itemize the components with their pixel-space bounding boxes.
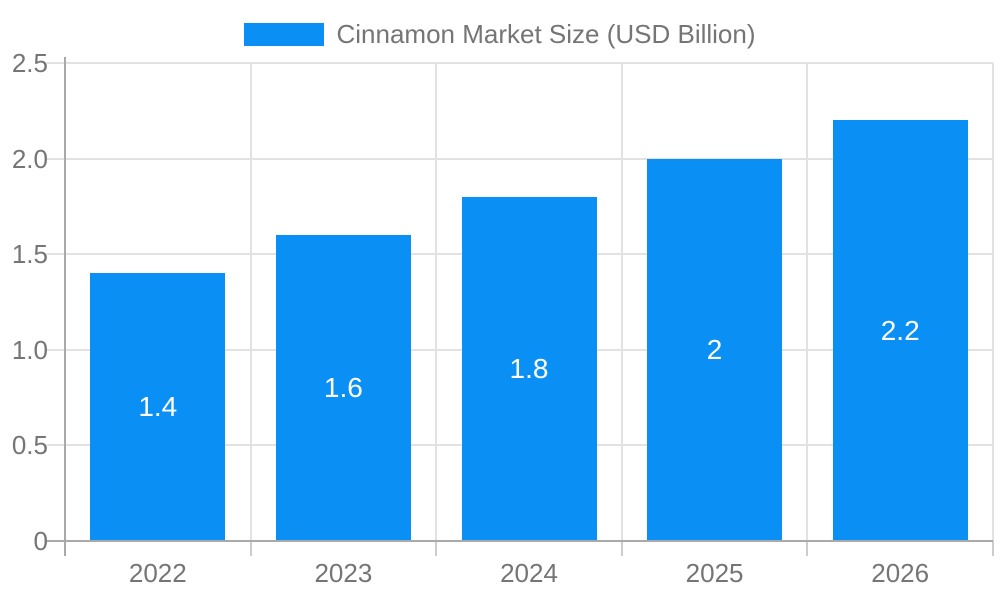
- x-axis-line: [47, 540, 993, 542]
- bar-value-label: 2.2: [880, 314, 920, 346]
- x-tick-label: 2022: [128, 558, 187, 588]
- v-gridline: [435, 63, 438, 541]
- x-axis-tick: [992, 541, 994, 556]
- v-gridline: [620, 63, 623, 541]
- x-axis-tick: [249, 541, 252, 556]
- v-gridline: [992, 63, 994, 541]
- x-tick-label: 2026: [871, 558, 930, 588]
- x-tick-label: 2025: [685, 558, 744, 588]
- bar-value-label: 1.4: [138, 391, 178, 423]
- y-tick-label: 2.5: [11, 48, 48, 78]
- x-axis-tick: [620, 541, 623, 556]
- x-tick-label: 2023: [314, 558, 373, 588]
- bar[interactable]: 1.8: [461, 196, 597, 541]
- bar[interactable]: 2: [647, 158, 783, 541]
- y-tick-label: 0: [33, 526, 48, 556]
- bar[interactable]: 2.2: [832, 120, 968, 541]
- x-tick-label: 2024: [500, 558, 558, 588]
- bar-value-label: 1.8: [509, 352, 549, 384]
- bar[interactable]: 1.6: [275, 235, 411, 541]
- x-axis-tick: [435, 541, 438, 556]
- legend-item[interactable]: Cinnamon Market Size (USD Billion): [0, 19, 1000, 50]
- y-tick-label: 1.0: [11, 334, 48, 365]
- h-gridline: [47, 157, 993, 160]
- legend-swatch: [244, 23, 325, 46]
- y-tick-label: 0.5: [11, 430, 48, 461]
- v-gridline: [249, 63, 252, 541]
- y-axis-line: [64, 57, 66, 556]
- plot-area: 0 0.5 1.0 1.5 2.0 2.5 1.4 2022 1.6 2023 1.8 2024 2 20…: [12, 50, 994, 586]
- x-axis-tick: [806, 541, 809, 556]
- y-tick-label: 2.0: [11, 143, 48, 174]
- legend-label: Cinnamon Market Size (USD Billion): [336, 19, 756, 49]
- bar[interactable]: 1.4: [90, 273, 226, 541]
- y-tick-label: 1.5: [11, 239, 48, 270]
- h-gridline: [47, 62, 993, 64]
- bar-value-label: 1.6: [323, 372, 363, 404]
- v-gridline: [806, 63, 809, 541]
- bar-value-label: 2: [706, 333, 723, 365]
